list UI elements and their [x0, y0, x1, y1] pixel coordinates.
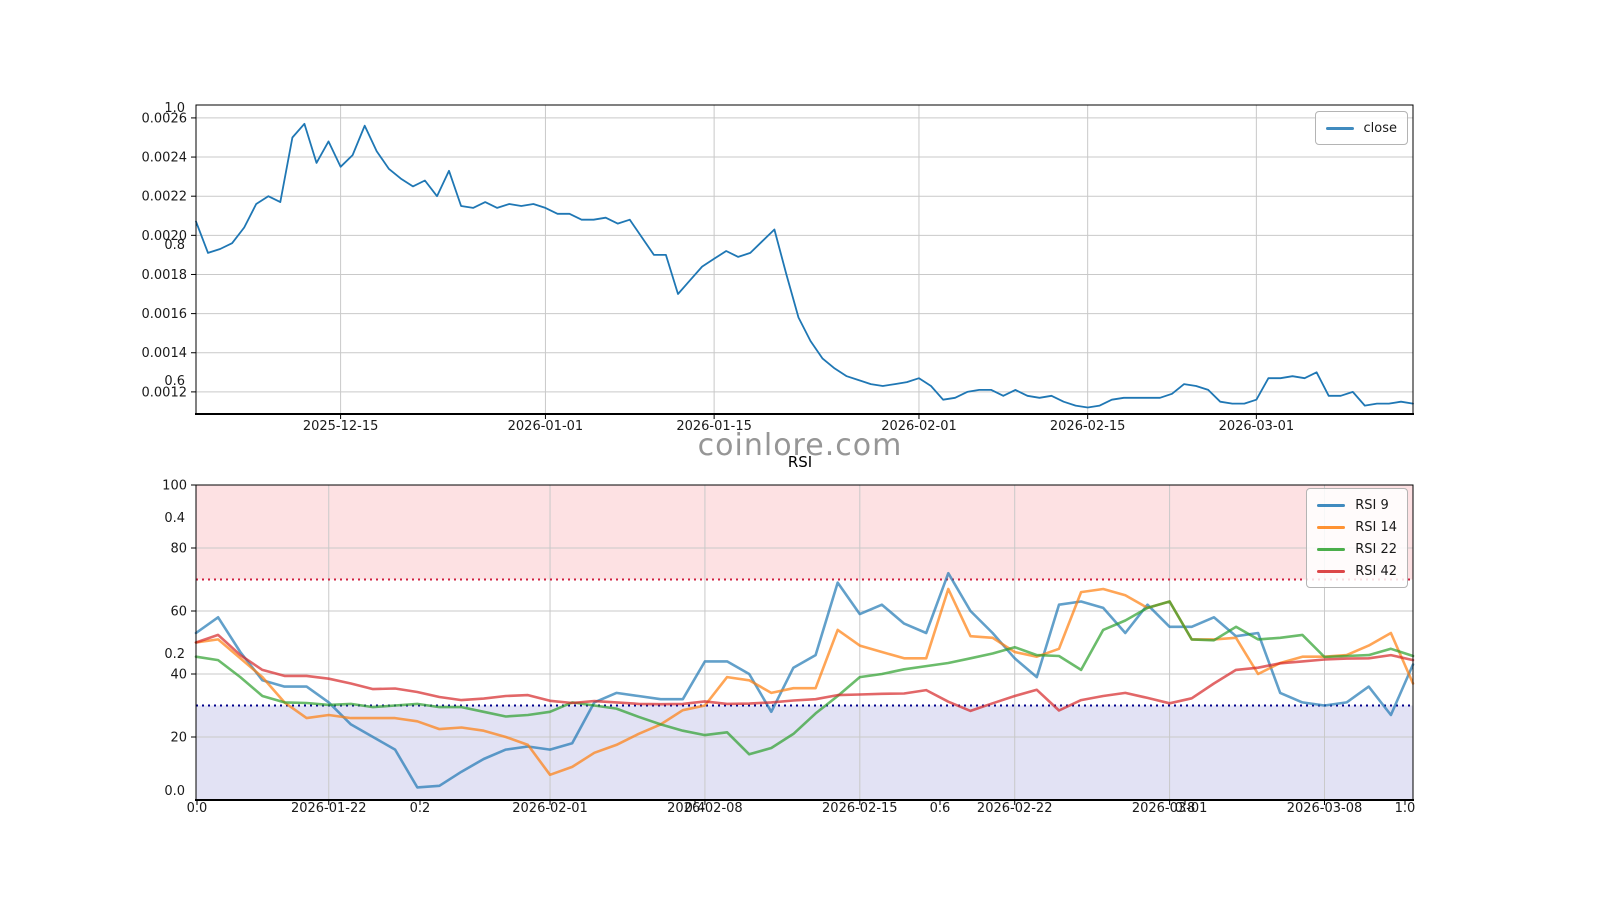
x-tick-label: 2026-03-01	[1132, 801, 1208, 816]
y-tick-label: 0.0018	[142, 268, 188, 283]
x-tick-label: 2026-02-08	[667, 801, 743, 816]
y-tick-label: 60	[170, 605, 187, 620]
legend-row-rsi9: RSI 9	[1317, 494, 1397, 516]
series-line-rsi22	[194, 600, 1415, 756]
rsi42-legend-line-icon	[1317, 569, 1346, 573]
y-tick-label: 0.0022	[142, 190, 188, 205]
x-tick-label: 2026-01-01	[508, 419, 584, 434]
close-legend-label: close	[1363, 120, 1397, 136]
x-tick-label: 2025-12-15	[303, 419, 379, 434]
rsi42-legend-label: RSI 42	[1355, 563, 1397, 579]
close-legend-line-icon	[1325, 126, 1354, 130]
rsi-panel-title: RSI	[787, 453, 813, 471]
ghost-y-tick-label: 0.0	[164, 784, 185, 799]
rsi9-legend-line-icon	[1317, 503, 1346, 507]
y-tick-label: 0.0016	[142, 307, 188, 322]
y-tick-label: 0.0020	[142, 229, 188, 244]
rsi22-legend-label: RSI 22	[1355, 541, 1397, 557]
ghost-x-tick-label: 0.4	[685, 801, 706, 816]
overbought-band	[196, 485, 1413, 580]
legend-row-rsi22: RSI 22	[1317, 538, 1397, 560]
x-tick-label: 2026-02-15	[822, 801, 898, 816]
rsi-legend: RSI 9 RSI 14 RSI 22 RSI 42	[1306, 488, 1408, 588]
y-tick-label: 0.0014	[142, 346, 188, 361]
rsi14-legend-line-icon	[1317, 525, 1346, 529]
x-tick-label: 2026-02-01	[512, 801, 588, 816]
legend-row-rsi14: RSI 14	[1317, 516, 1397, 538]
ghost-x-tick-label: 0.6	[930, 801, 951, 816]
y-tick-label: 100	[162, 479, 187, 494]
y-tick-label: 0.0024	[142, 151, 188, 166]
ghost-x-tick-label: 0.2	[410, 801, 431, 816]
y-tick-label: 40	[170, 668, 187, 683]
x-tick-label: 2026-01-15	[676, 419, 752, 434]
legend-row-rsi42: RSI 42	[1317, 560, 1397, 582]
y-tick-label: 0.0012	[142, 385, 188, 400]
series-line-rsi42	[194, 633, 1415, 713]
y-tick-label: 0.0026	[142, 111, 188, 126]
ghost-x-tick-label: 1.0	[1395, 801, 1416, 816]
x-tick-label: 2026-01-22	[291, 801, 367, 816]
series-line-rsi9	[194, 571, 1415, 789]
y-tick-label: 20	[170, 731, 187, 746]
rsi22-legend-line-icon	[1317, 547, 1346, 551]
axes-spines	[195, 104, 1414, 415]
ghost-x-tick-label: 0.0	[187, 801, 208, 816]
oversold-band	[196, 705, 1413, 800]
watermark: coinlore.com	[697, 428, 903, 463]
ghost-y-tick-label: 0.6	[164, 374, 185, 389]
x-tick-label: 2026-03-01	[1219, 419, 1295, 434]
ghost-x-tick-label: 0.8	[1175, 801, 1196, 816]
ghost-y-tick-label: 0.2	[164, 647, 185, 662]
x-tick-label: 2026-02-22	[977, 801, 1053, 816]
y-tick-label: 80	[170, 542, 187, 557]
ghost-y-tick-label: 1.0	[164, 101, 185, 116]
rsi9-legend-label: RSI 9	[1355, 497, 1389, 513]
legend-row-close: close	[1325, 117, 1397, 139]
ghost-y-tick-label: 0.4	[164, 511, 185, 526]
close-legend: close	[1314, 111, 1408, 145]
series-line-close	[195, 122, 1414, 409]
ghost-y-tick-label: 0.8	[164, 238, 185, 253]
x-tick-label: 2026-02-15	[1050, 419, 1126, 434]
rsi14-legend-label: RSI 14	[1355, 519, 1397, 535]
x-tick-label: 2026-02-01	[881, 419, 957, 434]
x-tick-label: 2026-03-08	[1287, 801, 1363, 816]
